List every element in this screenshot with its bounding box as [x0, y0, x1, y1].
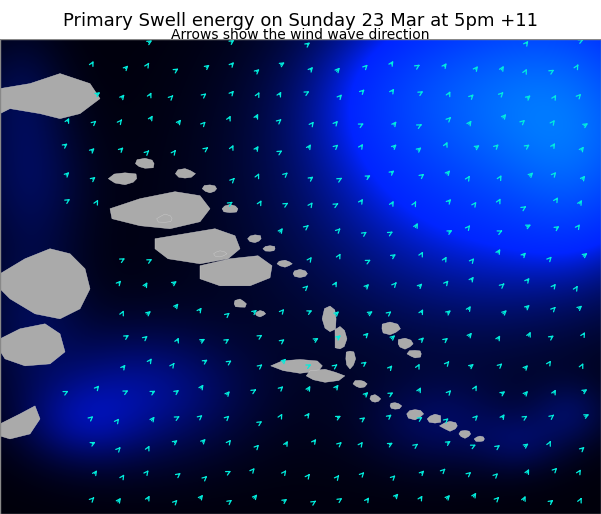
Text: Primary Swell energy on Sunday 23 Mar at 5pm +11: Primary Swell energy on Sunday 23 Mar at… [63, 12, 538, 30]
Text: Arrows show the wind wave direction: Arrows show the wind wave direction [171, 28, 430, 42]
